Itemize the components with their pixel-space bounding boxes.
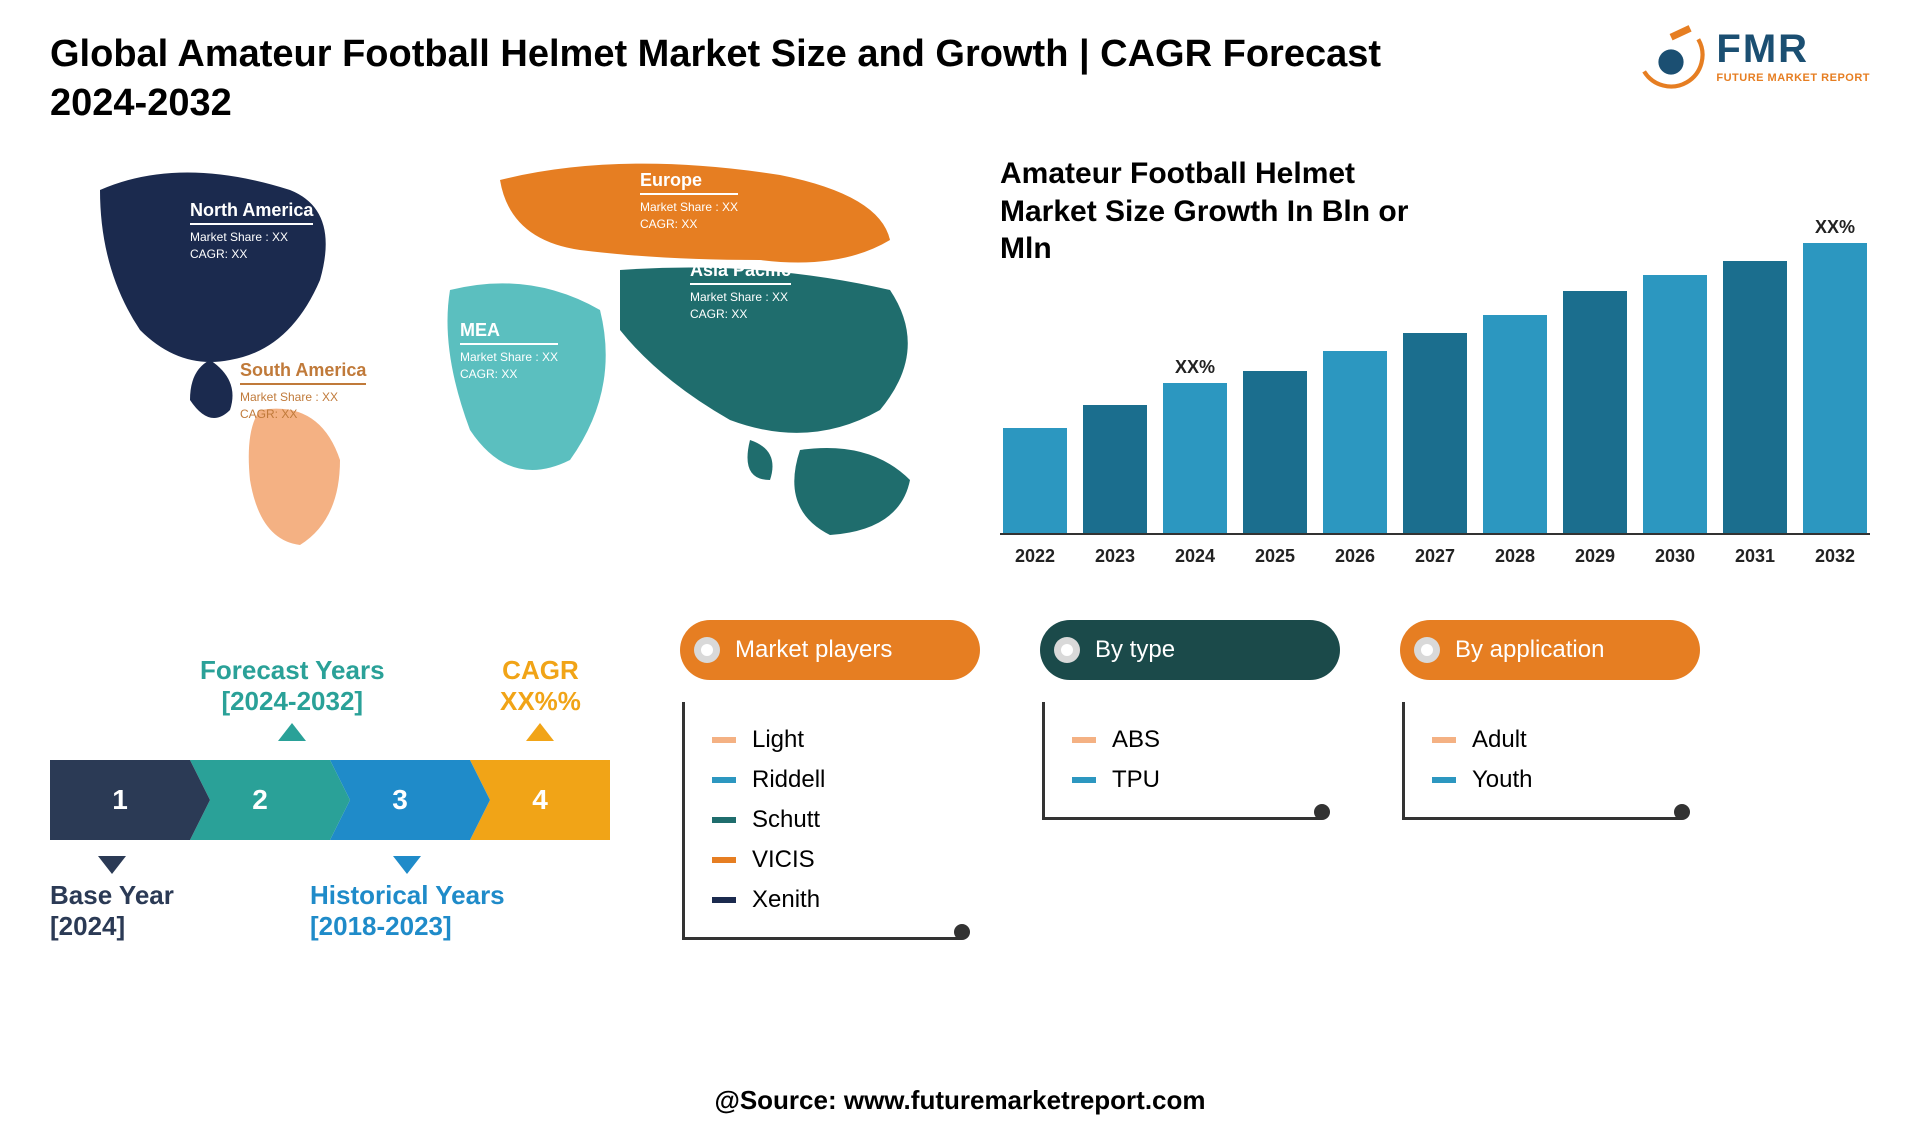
bar-2025: 2025 — [1240, 371, 1310, 533]
region-label-north-america: North AmericaMarket Share : XXCAGR: XX — [190, 200, 313, 263]
list-item: Schutt — [692, 800, 980, 840]
telescope-icon — [1636, 20, 1706, 90]
bar-year-label: 2031 — [1735, 546, 1775, 567]
list-item: ABS — [1052, 720, 1340, 760]
list-item: Adult — [1412, 720, 1700, 760]
region-label-asia-pacific: Asia PacificMarket Share : XXCAGR: XX — [690, 260, 791, 323]
timeline-segment-3: 3 — [330, 760, 470, 840]
market-players-section: Market players LightRiddellSchuttVICISXe… — [680, 620, 980, 920]
bar-annotation: XX% — [1175, 357, 1215, 378]
market-players-pill: Market players — [680, 620, 980, 680]
bar-2030: 2030 — [1640, 275, 1710, 533]
bar-year-label: 2029 — [1575, 546, 1615, 567]
by-type-pill: By type — [1040, 620, 1340, 680]
bar-year-label: 2022 — [1015, 546, 1055, 567]
world-map: North AmericaMarket Share : XXCAGR: XX So… — [60, 150, 960, 550]
bar-2031: 2031 — [1720, 261, 1790, 533]
by-application-section: By application AdultYouth — [1400, 620, 1700, 800]
bar-year-label: 2026 — [1335, 546, 1375, 567]
region-label-europe: EuropeMarket Share : XXCAGR: XX — [640, 170, 738, 233]
cagr-label: CAGR XX%% — [500, 655, 581, 747]
timeline-arrows: 1234 — [50, 760, 610, 840]
list-item: VICIS — [692, 840, 980, 880]
list-item: TPU — [1052, 760, 1340, 800]
by-application-pill: By application — [1400, 620, 1700, 680]
bar-year-label: 2030 — [1655, 546, 1695, 567]
growth-bar-chart: Amateur Football Helmet Market Size Grow… — [1000, 155, 1870, 575]
base-year-label: Base Year [2024] — [50, 850, 174, 942]
bar-year-label: 2032 — [1815, 546, 1855, 567]
list-item: Xenith — [692, 880, 980, 920]
bar-year-label: 2023 — [1095, 546, 1135, 567]
logo-subtitle: FUTURE MARKET REPORT — [1716, 72, 1870, 84]
list-item: Light — [692, 720, 980, 760]
bar-2028: 2028 — [1480, 315, 1550, 533]
bar-2024: 2024XX% — [1160, 383, 1230, 533]
by-type-section: By type ABSTPU — [1040, 620, 1340, 800]
bar-2022: 2022 — [1000, 428, 1070, 533]
fmr-logo: FMR FUTURE MARKET REPORT — [1636, 20, 1870, 90]
historical-label: Historical Years [2018-2023] — [310, 850, 505, 942]
page-title: Global Amateur Football Helmet Market Si… — [50, 30, 1400, 129]
forecast-label: Forecast Years [2024-2032] — [200, 655, 385, 747]
bar-year-label: 2027 — [1415, 546, 1455, 567]
bar-2023: 2023 — [1080, 405, 1150, 533]
timeline-segment-2: 2 — [190, 760, 330, 840]
timeline-segment-4: 4 — [470, 760, 610, 840]
list-item: Riddell — [692, 760, 980, 800]
logo-text: FMR — [1716, 27, 1870, 72]
bar-2032: 2032XX% — [1800, 243, 1870, 533]
region-label-south-america: South AmericaMarket Share : XXCAGR: XX — [240, 360, 366, 423]
bar-2026: 2026 — [1320, 351, 1390, 533]
region-label-mea: MEAMarket Share : XXCAGR: XX — [460, 320, 558, 383]
source-attribution: @Source: www.futuremarketreport.com — [714, 1085, 1205, 1116]
bar-year-label: 2025 — [1255, 546, 1295, 567]
list-item: Youth — [1412, 760, 1700, 800]
bar-2027: 2027 — [1400, 333, 1470, 533]
timeline-segment-1: 1 — [50, 760, 190, 840]
bar-year-label: 2024 — [1175, 546, 1215, 567]
bar-annotation: XX% — [1815, 217, 1855, 238]
bar-2029: 2029 — [1560, 291, 1630, 533]
bar-year-label: 2028 — [1495, 546, 1535, 567]
